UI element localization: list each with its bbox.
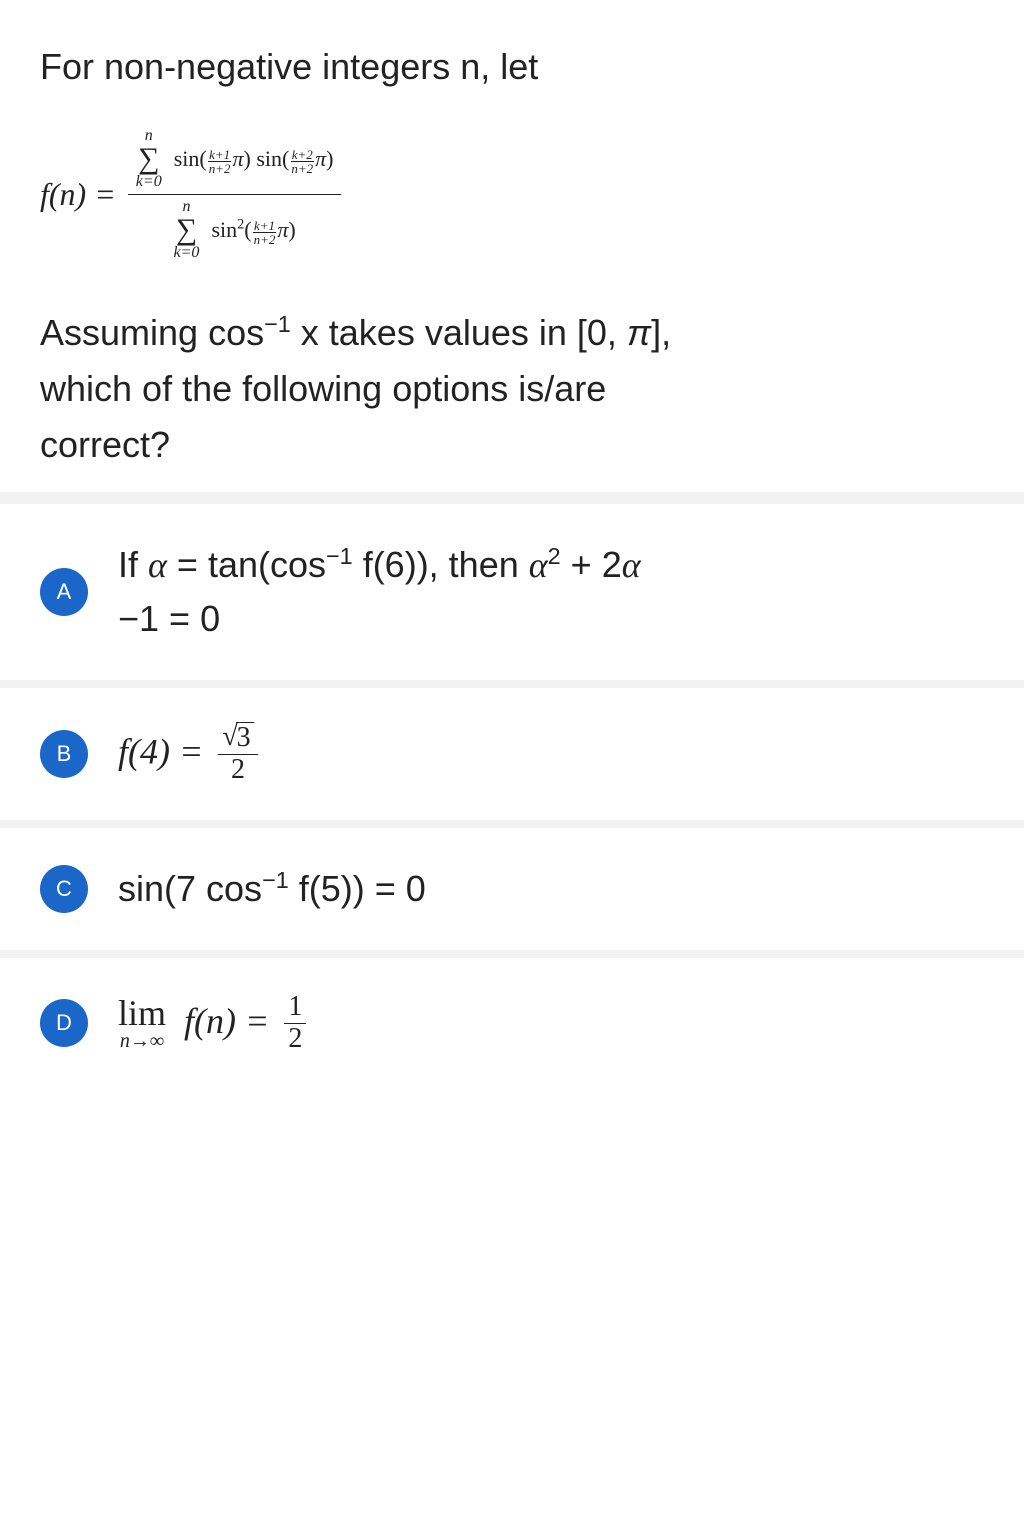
followup-exp: −1: [264, 311, 291, 337]
formula-fraction: n ∑ k=0 sin(k+1n+2π) sin(k+2n+2π) n ∑ k=…: [128, 124, 342, 265]
frac-k2-n2: k+2n+2: [290, 148, 314, 175]
sin-open-1: sin(: [174, 146, 207, 171]
formula-denominator: n ∑ k=0 sin2(k+1n+2π): [166, 195, 304, 265]
opt-a-exp2: 2: [548, 543, 561, 569]
option-badge-c: C: [40, 865, 88, 913]
opt-b-frac: √ 3 2: [218, 722, 257, 786]
sigma-icon: ∑: [176, 215, 197, 245]
frac-num: k+2: [291, 148, 314, 162]
option-badge-a: A: [40, 568, 88, 616]
opt-d-den: 2: [284, 1024, 306, 1055]
opt-d-num: 1: [284, 992, 306, 1024]
limit-block: lim n→∞: [118, 995, 166, 1051]
followup-part1: Assuming cos: [40, 312, 264, 353]
followup-part2: x takes values in [0,: [291, 312, 627, 353]
formula-lhs: f(n) =: [40, 176, 116, 213]
pi-2: π: [315, 146, 326, 171]
opt-c-text2: f(5)) = 0: [289, 868, 426, 909]
option-b[interactable]: B f(4) = √ 3 2: [0, 680, 1024, 820]
lim-label: lim: [118, 995, 166, 1031]
close-paren: ): [326, 146, 333, 171]
option-d[interactable]: D lim n→∞ f(n) = 1 2: [0, 950, 1024, 1089]
frac-k1-n2-den: k+1n+2: [253, 219, 277, 246]
open-paren: (: [244, 217, 251, 242]
frac-num: k+1: [253, 219, 276, 233]
option-c[interactable]: C sin(7 cos−1 f(5)) = 0: [0, 820, 1024, 950]
frac-den: n+2: [208, 162, 232, 175]
alpha-1: α: [148, 545, 167, 585]
opt-d-frac: 1 2: [284, 992, 306, 1055]
option-d-content: lim n→∞ f(n) = 1 2: [118, 992, 306, 1055]
opt-d-body: f(n) =: [184, 1001, 278, 1041]
opt-a-before: If: [118, 544, 148, 585]
opt-a-eq: = tan(cos: [167, 544, 326, 585]
alpha-3: α: [622, 545, 641, 585]
opt-b-num: √ 3: [218, 722, 257, 755]
pi-1: π: [232, 146, 243, 171]
option-c-content: sin(7 cos−1 f(5)) = 0: [118, 862, 426, 916]
sqrt-box: √ 3: [222, 722, 253, 754]
opt-a-plus: + 2: [561, 544, 622, 585]
lim-sub: n→∞: [120, 1031, 164, 1051]
opt-b-lhs: f(4) =: [118, 732, 212, 772]
option-b-content: f(4) = √ 3 2: [118, 722, 258, 786]
opt-a-mid: f(6)), then: [353, 544, 529, 585]
opt-c-text1: sin(7 cos: [118, 868, 262, 909]
numerator-term: sin(k+1n+2π) sin(k+2n+2π): [174, 146, 334, 171]
sin-open-2: ) sin(: [244, 146, 290, 171]
frac-den: n+2: [290, 162, 314, 175]
question-intro: For non-negative integers n, let: [40, 40, 984, 94]
sum-lower: k=0: [136, 174, 162, 190]
frac-k1-n2: k+1n+2: [208, 148, 232, 175]
followup-line3: correct?: [40, 424, 170, 465]
sum-symbol-num: n ∑ k=0: [136, 128, 162, 190]
denominator-term: sin2(k+1n+2π): [211, 217, 295, 242]
formula-numerator: n ∑ k=0 sin(k+1n+2π) sin(k+2n+2π): [128, 124, 342, 195]
formula: f(n) = n ∑ k=0 sin(k+1n+2π) sin(k+2n+2π)…: [40, 124, 984, 265]
opt-a-exp1: −1: [326, 543, 353, 569]
followup-part3: ],: [651, 312, 671, 353]
option-a-content: If α = tan(cos−1 f(6)), then α2 + 2α −1 …: [118, 538, 641, 646]
option-a[interactable]: A If α = tan(cos−1 f(6)), then α2 + 2α −…: [0, 492, 1024, 680]
sqrt-content: 3: [236, 722, 254, 754]
alpha-2: α: [529, 545, 548, 585]
option-badge-b: B: [40, 730, 88, 778]
sigma-icon: ∑: [138, 144, 159, 174]
opt-b-den: 2: [227, 755, 249, 786]
close-paren: ): [288, 217, 295, 242]
frac-num: k+1: [208, 148, 231, 162]
option-badge-d: D: [40, 999, 88, 1047]
opt-c-exp: −1: [262, 867, 289, 893]
frac-den: n+2: [253, 233, 277, 246]
opt-a-line2: −1 = 0: [118, 598, 220, 639]
sum-lower: k=0: [174, 245, 200, 261]
options-container: A If α = tan(cos−1 f(6)), then α2 + 2α −…: [0, 492, 1024, 1088]
question-followup: Assuming cos−1 x takes values in [0, π],…: [40, 305, 984, 472]
sum-symbol-den: n ∑ k=0: [174, 199, 200, 261]
followup-line2: which of the following options is/are: [40, 368, 606, 409]
question-block: For non-negative integers n, let f(n) = …: [0, 0, 1024, 492]
followup-pi: π: [627, 312, 651, 353]
sin-label: sin: [211, 217, 237, 242]
pi-den: π: [277, 217, 288, 242]
